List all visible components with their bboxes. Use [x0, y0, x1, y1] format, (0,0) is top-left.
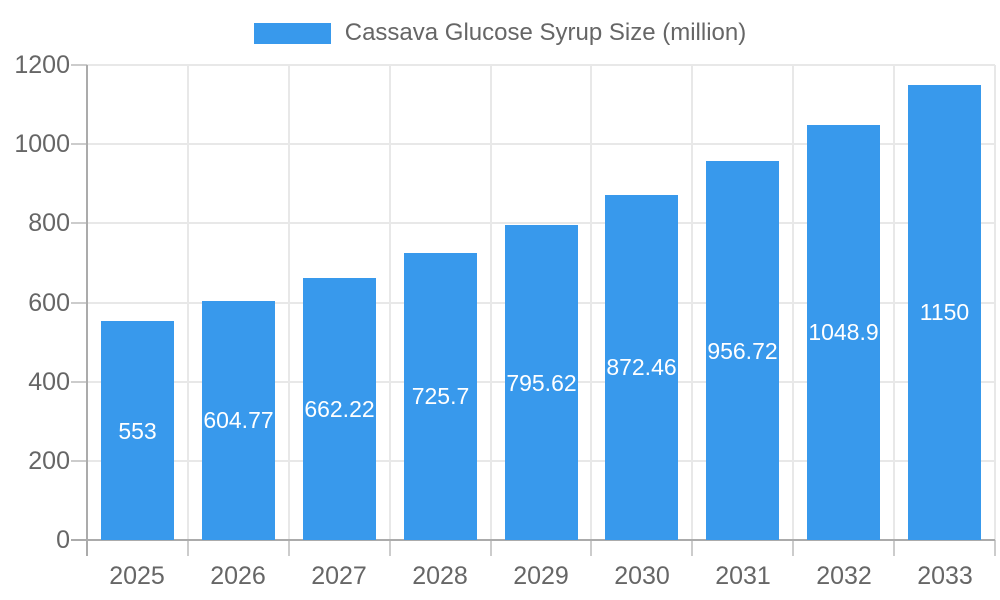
- bar-2032[interactable]: [807, 125, 880, 540]
- x-axis-label: 2032: [816, 562, 872, 590]
- y-axis-tick: [71, 460, 87, 462]
- y-axis-tick: [71, 222, 87, 224]
- y-axis-line: [86, 65, 88, 556]
- y-axis-tick: [71, 381, 87, 383]
- y-axis-label: 0: [56, 526, 70, 554]
- legend-swatch: [253, 22, 331, 44]
- x-axis-label: 2031: [715, 562, 771, 590]
- bar-value-label: 1150: [919, 299, 970, 325]
- gridline-vertical: [288, 65, 290, 540]
- x-axis-tick: [389, 540, 391, 556]
- x-axis-tick: [590, 540, 592, 556]
- x-axis-label: 2029: [513, 562, 569, 590]
- legend-label: Cassava Glucose Syrup Size (million): [344, 19, 747, 46]
- x-axis-tick: [691, 540, 693, 556]
- bar-2030[interactable]: [605, 195, 678, 540]
- gridline-vertical: [187, 65, 189, 540]
- legend-item[interactable]: Cassava Glucose Syrup Size (million): [0, 16, 1000, 50]
- bar-value-label: 662.22: [304, 396, 375, 422]
- bar-2026[interactable]: [202, 301, 275, 540]
- gridline-vertical: [893, 65, 895, 540]
- x-axis-tick: [994, 540, 996, 556]
- x-axis-tick: [490, 540, 492, 556]
- x-axis-tick: [792, 540, 794, 556]
- bar-value-label: 795.62: [506, 370, 577, 396]
- gridline-vertical: [490, 65, 492, 540]
- y-axis-label: 400: [28, 368, 70, 396]
- y-axis-label: 600: [28, 289, 70, 317]
- bar-value-label: 553: [118, 418, 157, 444]
- x-axis-label: 2033: [917, 562, 973, 590]
- gridline-vertical: [792, 65, 794, 540]
- bar-2028[interactable]: [404, 253, 477, 540]
- bar-2025[interactable]: [101, 321, 174, 540]
- y-axis-label: 1200: [14, 51, 70, 79]
- gridline-vertical: [994, 65, 996, 540]
- bar-2029[interactable]: [505, 225, 578, 540]
- bar-value-label: 604.77: [203, 407, 274, 433]
- y-axis-tick: [71, 64, 87, 66]
- x-axis-label: 2028: [412, 562, 468, 590]
- y-axis-tick: [71, 143, 87, 145]
- bar-value-label: 872.46: [606, 354, 677, 380]
- bar-value-label: 956.72: [707, 338, 778, 364]
- bar-2027[interactable]: [303, 278, 376, 540]
- y-axis-tick: [71, 302, 87, 304]
- bar-value-label: 725.7: [411, 383, 470, 409]
- gridline-vertical: [691, 65, 693, 540]
- x-axis-tick: [187, 540, 189, 556]
- y-axis-label: 800: [28, 209, 70, 237]
- y-axis-label: 1000: [14, 130, 70, 158]
- x-axis-label: 2027: [311, 562, 367, 590]
- x-axis-label: 2030: [614, 562, 670, 590]
- x-axis-tick: [288, 540, 290, 556]
- bar-2033[interactable]: [908, 85, 981, 540]
- gridline-vertical: [590, 65, 592, 540]
- x-axis-line: [71, 539, 995, 541]
- gridline-horizontal: [87, 222, 995, 224]
- y-axis-label: 200: [28, 447, 70, 475]
- bar-value-label: 1048.9: [808, 319, 879, 345]
- bar-2031[interactable]: [706, 161, 779, 540]
- x-axis-tick: [893, 540, 895, 556]
- gridline-horizontal: [87, 64, 995, 66]
- x-axis-label: 2025: [109, 562, 165, 590]
- gridline-vertical: [389, 65, 391, 540]
- x-axis-label: 2026: [210, 562, 266, 590]
- gridline-horizontal: [87, 143, 995, 145]
